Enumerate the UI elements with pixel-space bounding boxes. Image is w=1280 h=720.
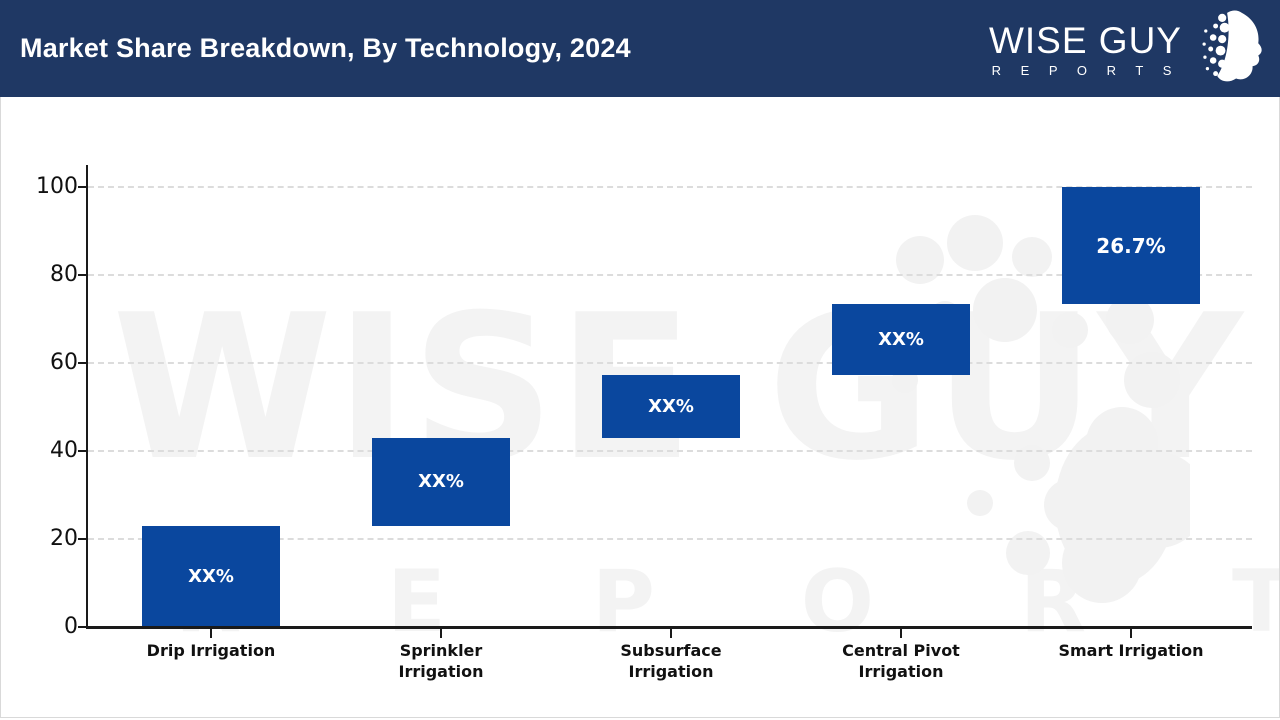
bar-sprinkler-irrigation: XX%: [372, 437, 510, 526]
brand-face-icon: [1202, 10, 1262, 82]
x-tick-mark-4: [1130, 629, 1132, 638]
gridline-40: [88, 450, 1252, 452]
gridline-80: [88, 274, 1252, 276]
x-category-label: Sprinkler Irrigation: [398, 641, 484, 681]
x-category-label: Central Pivot Irrigation: [842, 641, 960, 681]
bar-drip-irrigation: XX%: [142, 525, 280, 627]
brand-name: WISE GUY: [988, 19, 1182, 61]
x-category-label: Smart Irrigation: [1058, 641, 1204, 660]
y-tick-label-60: 60: [50, 350, 78, 375]
page-title: Market Share Breakdown, By Technology, 2…: [20, 33, 631, 63]
bar-smart-irrigation: 26.7%: [1062, 187, 1200, 305]
bar-subsurface-irrigation: XX%: [602, 374, 740, 438]
x-tick-mark-1: [440, 629, 442, 638]
bar-value-label: XX%: [648, 395, 694, 417]
card-border: [0, 97, 1280, 718]
y-tick-label-100: 100: [36, 174, 78, 199]
x-tick-mark-0: [210, 629, 212, 638]
brand-subtitle: R E P O R T S: [991, 62, 1180, 78]
x-category-label: Subsurface Irrigation: [620, 641, 722, 681]
gridline-20: [88, 538, 1252, 540]
y-tick-mark-40: [78, 450, 87, 452]
y-tick-mark-100: [78, 186, 87, 188]
gridline-60: [88, 362, 1252, 364]
y-tick-label-40: 40: [50, 438, 78, 463]
y-tick-label-0: 0: [64, 614, 78, 639]
y-tick-mark-80: [78, 274, 87, 276]
x-axis-line: [86, 626, 1252, 629]
y-tick-label-80: 80: [50, 262, 78, 287]
brand-logo: WISE GUY R E P O R T S: [989, 8, 1262, 90]
x-tick-mark-3: [900, 629, 902, 638]
y-tick-label-20: 20: [50, 526, 78, 551]
y-axis-line: [86, 165, 88, 629]
y-tick-mark-0: [78, 626, 87, 628]
bar-value-label: 26.7%: [1096, 233, 1166, 258]
y-tick-mark-20: [78, 538, 87, 540]
x-tick-mark-2: [670, 629, 672, 638]
bar-value-label: XX%: [188, 565, 234, 587]
bar-value-label: XX%: [878, 329, 924, 351]
gridline-100: [88, 186, 1252, 188]
brand-logo-text: WISE GUY R E P O R T S: [988, 19, 1182, 78]
bar-value-label: XX%: [418, 471, 464, 493]
x-category-label: Drip Irrigation: [146, 641, 276, 660]
y-tick-mark-60: [78, 362, 87, 364]
header-bar: Market Share Breakdown, By Technology, 2…: [0, 0, 1280, 97]
bar-central-pivot-irrigation: XX%: [832, 304, 970, 375]
